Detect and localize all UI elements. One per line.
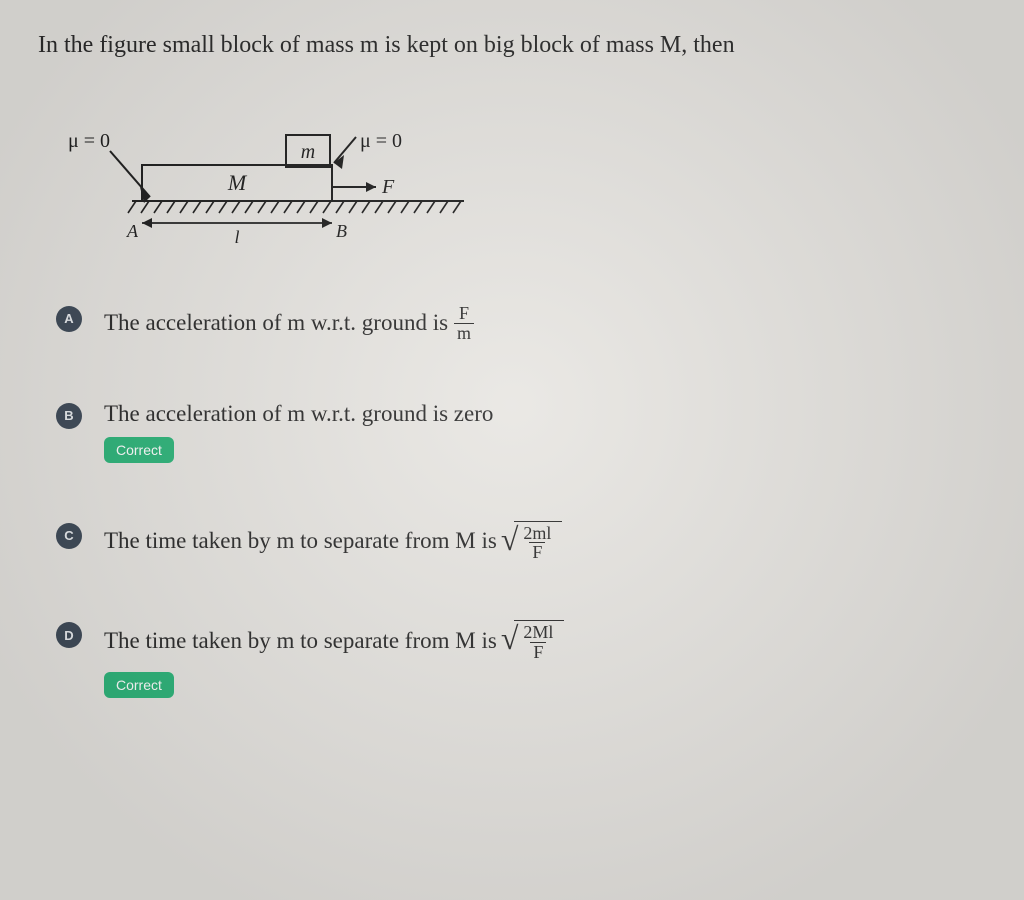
svg-text:μ = 0: μ = 0 <box>360 130 402 152</box>
square-root: √2mlF <box>501 521 563 563</box>
option-body: The time taken by m to separate from M i… <box>104 620 564 698</box>
radicand: 2MlF <box>514 620 564 662</box>
physics-diagram: Mm μ = 0 μ = 0 F A Bl <box>44 105 986 250</box>
svg-text:F: F <box>381 176 395 198</box>
correct-badge: Correct <box>104 437 174 463</box>
option-text: The time taken by m to separate from M i… <box>104 521 562 563</box>
fraction-numerator: 2Ml <box>520 623 556 642</box>
svg-text:A: A <box>126 221 139 241</box>
option-text: The acceleration of m w.r.t. ground is F… <box>104 304 476 343</box>
radical-icon: √ <box>501 525 519 567</box>
options-list: A The acceleration of m w.r.t. ground is … <box>38 304 986 698</box>
svg-text:μ = 0: μ = 0 <box>68 130 110 152</box>
fraction-numerator: F <box>456 304 472 323</box>
option-c[interactable]: C The time taken by m to separate from M … <box>56 521 986 563</box>
option-body: The time taken by m to separate from M i… <box>104 521 562 563</box>
option-bullet: A <box>56 306 82 332</box>
radical-icon: √ <box>501 624 519 666</box>
option-a[interactable]: A The acceleration of m w.r.t. ground is … <box>56 304 986 343</box>
option-prefix: The time taken by m to separate from M i… <box>104 628 497 654</box>
fraction: Fm <box>454 304 474 343</box>
svg-text:B: B <box>336 221 347 241</box>
option-body: The acceleration of m w.r.t. ground is z… <box>104 401 493 463</box>
radicand: 2mlF <box>514 521 562 563</box>
square-root: √2MlF <box>501 620 565 662</box>
option-b[interactable]: B The acceleration of m w.r.t. ground is … <box>56 401 986 463</box>
option-prefix: The acceleration of m w.r.t. ground is <box>104 310 448 336</box>
option-d[interactable]: D The time taken by m to separate from M … <box>56 620 986 698</box>
option-text: The time taken by m to separate from M i… <box>104 620 564 662</box>
option-body: The acceleration of m w.r.t. ground is F… <box>104 304 476 343</box>
svg-text:m: m <box>301 141 315 163</box>
option-bullet: D <box>56 622 82 648</box>
fraction-denominator: F <box>530 642 546 662</box>
option-prefix: The acceleration of m w.r.t. ground is z… <box>104 401 493 427</box>
question-text: In the figure small block of mass m is k… <box>38 28 986 63</box>
fraction-numerator: 2ml <box>520 524 554 543</box>
option-prefix: The time taken by m to separate from M i… <box>104 528 497 554</box>
correct-badge: Correct <box>104 672 174 698</box>
fraction: 2mlF <box>520 524 554 563</box>
svg-text:l: l <box>234 227 239 245</box>
fraction: 2MlF <box>520 623 556 662</box>
option-text: The acceleration of m w.r.t. ground is z… <box>104 401 493 427</box>
fraction-denominator: F <box>529 542 545 562</box>
fraction-denominator: m <box>454 323 474 343</box>
option-bullet: C <box>56 523 82 549</box>
svg-text:M: M <box>227 170 248 195</box>
option-bullet: B <box>56 403 82 429</box>
